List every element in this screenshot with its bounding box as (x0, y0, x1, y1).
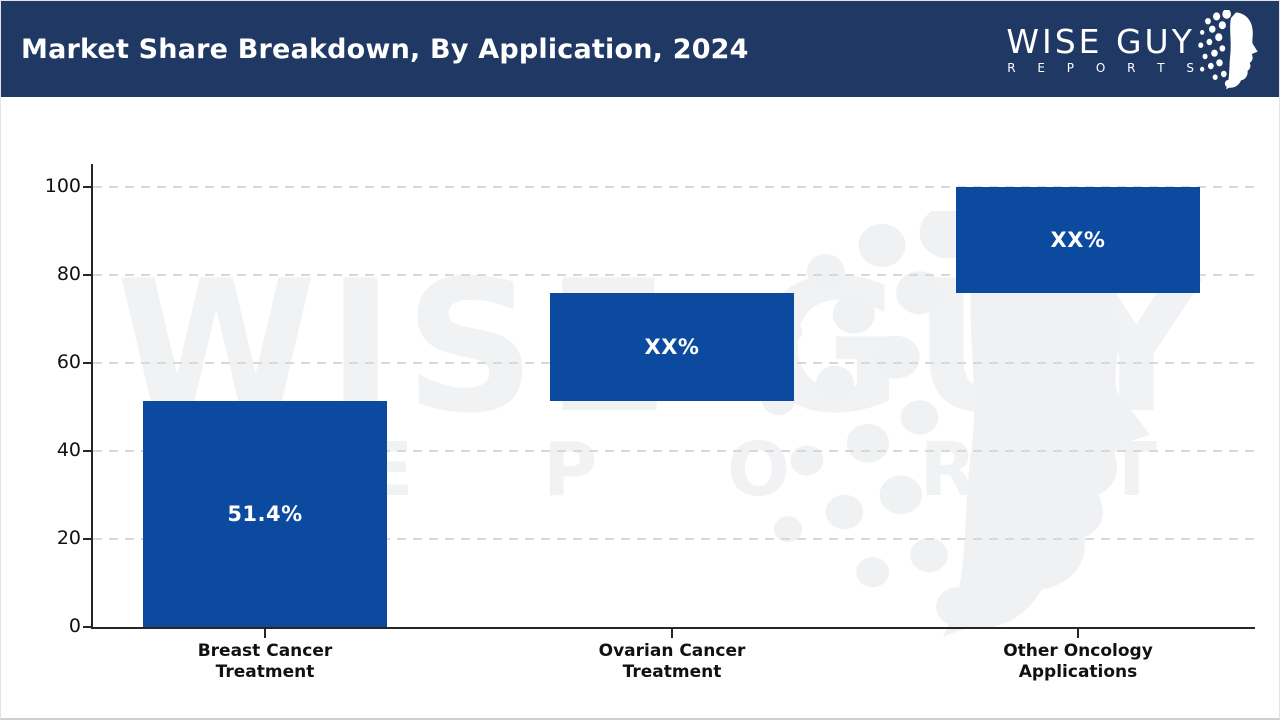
y-tick-label: 40 (56, 439, 81, 461)
x-category-label-line: Treatment (622, 662, 722, 683)
gridline (93, 538, 1255, 540)
gridline (93, 450, 1255, 452)
x-category-label: Other Oncology Applications (918, 641, 1238, 684)
x-tick (1077, 629, 1079, 638)
x-tick (671, 629, 673, 638)
gridline (93, 274, 1255, 276)
x-category-label: Ovarian Cancer Treatment (512, 641, 832, 684)
x-tick (264, 629, 266, 638)
bar-value-label: XX% (1050, 227, 1106, 252)
bar-value-label: 51.4% (227, 501, 303, 526)
brand-subtext: R E P O R T S (1007, 61, 1203, 76)
bar-segment: XX% (956, 187, 1200, 293)
bar-segment: XX% (550, 292, 794, 401)
y-tick (83, 362, 92, 364)
y-tick-label: 0 (68, 615, 81, 637)
x-category-label-line: Applications (1018, 662, 1138, 683)
bar-value-label: XX% (644, 334, 700, 359)
y-tick-label: 100 (44, 175, 81, 197)
brand-logo-text: WISE GUY R E P O R T S (998, 21, 1203, 76)
page-title: Market Share Breakdown, By Application, … (21, 33, 749, 65)
gridline (93, 186, 1255, 188)
y-tick (83, 626, 92, 628)
y-tick (83, 186, 92, 188)
y-tick (83, 450, 92, 452)
x-category-label-line: Other Oncology (1003, 641, 1153, 661)
x-category-label-line: Ovarian Cancer (598, 641, 746, 661)
brand-face-icon (1198, 10, 1258, 90)
brand-wordmark: WISE GUY (1006, 21, 1195, 61)
y-tick-label: 20 (56, 527, 81, 549)
bar-segment: 51.4% (143, 400, 387, 627)
y-tick-label: 60 (56, 351, 81, 373)
y-tick (83, 538, 92, 540)
x-category-label-line: Breast Cancer (197, 641, 333, 661)
y-tick-label: 80 (56, 263, 81, 285)
x-category-label-line: Treatment (215, 662, 315, 683)
x-category-label: Breast Cancer Treatment (105, 641, 425, 684)
header-bar: Market Share Breakdown, By Application, … (1, 1, 1279, 97)
y-axis (91, 164, 93, 629)
x-axis (91, 627, 1255, 629)
y-tick (83, 274, 92, 276)
brand-logo: WISE GUY R E P O R T S (998, 7, 1267, 93)
